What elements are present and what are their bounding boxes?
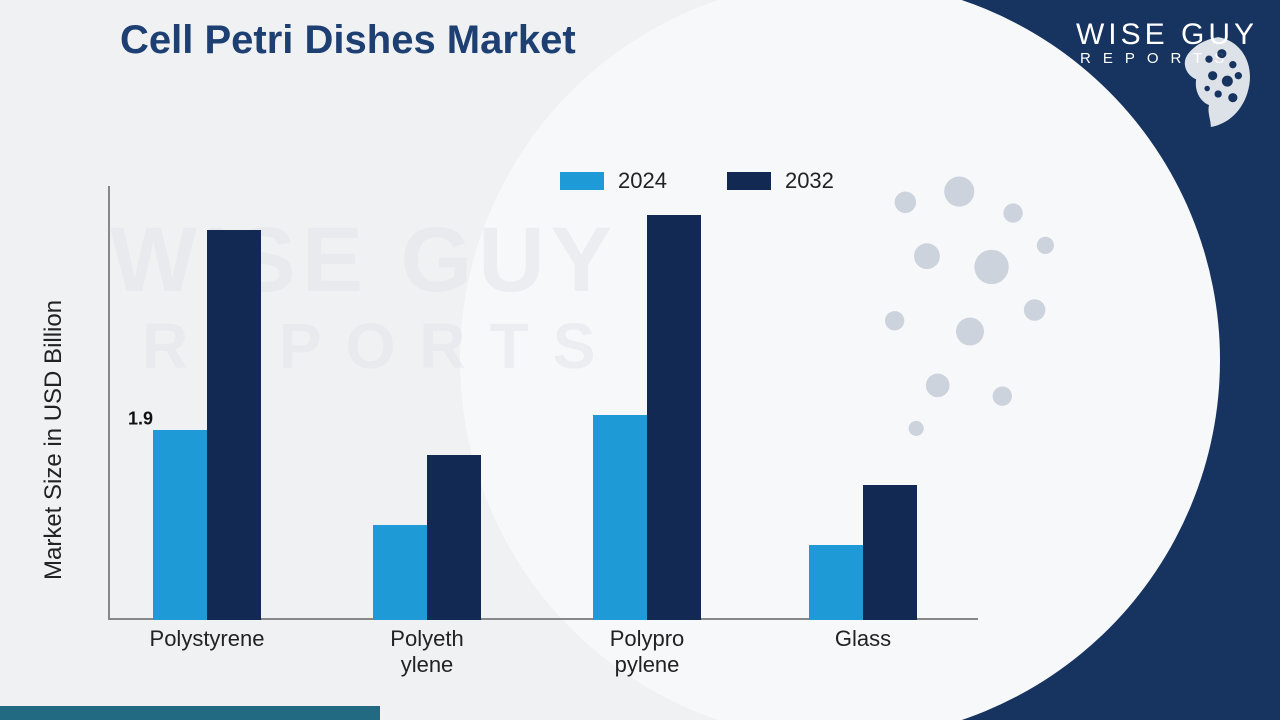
- chart-title: Cell Petri Dishes Market: [120, 18, 576, 63]
- y-axis-label: Market Size in USD Billion: [40, 300, 68, 580]
- bar-group: Polypropylene: [572, 215, 722, 620]
- bar-2032: [863, 485, 917, 620]
- x-axis-category-label: Glass: [773, 620, 953, 652]
- bar-2024: [809, 545, 863, 620]
- x-axis-category-label: Polypropylene: [557, 620, 737, 679]
- bar-2024: [153, 430, 207, 620]
- page: WISE GUY REPORTS Cell Petri Dishes Marke…: [0, 0, 1280, 720]
- brand-logo: WISE GUY REPORTS: [1076, 18, 1258, 67]
- bar-2032: [427, 455, 481, 620]
- bar-chart: Polystyrene1.9 Polyethylene Polypropylene G…: [108, 200, 978, 620]
- logo-head-icon: [1154, 28, 1264, 138]
- legend-item-2032: 2032: [727, 168, 834, 194]
- bar-2024: [593, 415, 647, 620]
- legend-swatch-2032: [727, 172, 771, 190]
- legend: 2024 2032: [560, 168, 834, 194]
- x-axis-category-label: Polyethylene: [337, 620, 517, 679]
- bar-2032: [647, 215, 701, 620]
- bar-2024: [373, 525, 427, 620]
- bar-2032: [207, 230, 261, 620]
- legend-label-2024: 2024: [618, 168, 667, 194]
- y-axis-line: [108, 186, 110, 620]
- bar-group: Polyethylene: [352, 455, 502, 620]
- legend-swatch-2024: [560, 172, 604, 190]
- legend-item-2024: 2024: [560, 168, 667, 194]
- x-axis-category-label: Polystyrene: [117, 620, 297, 652]
- bar-group: Polystyrene1.9: [132, 230, 282, 620]
- bottom-accent-bar: [0, 706, 380, 720]
- legend-label-2032: 2032: [785, 168, 834, 194]
- bar-group: Glass: [788, 485, 938, 620]
- bar-value-label: 1.9: [128, 409, 153, 430]
